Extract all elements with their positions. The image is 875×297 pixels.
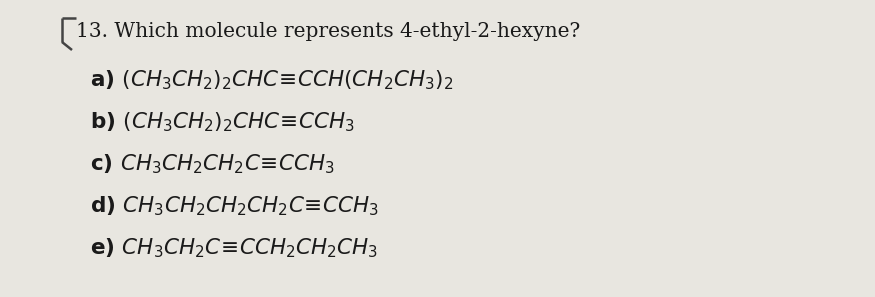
Text: b) $(CH_3CH_2)_2CHC\!\equiv\!CCH_3$: b) $(CH_3CH_2)_2CHC\!\equiv\!CCH_3$ — [90, 110, 354, 134]
Text: c) $CH_3CH_2CH_2C\!\equiv\!CCH_3$: c) $CH_3CH_2CH_2C\!\equiv\!CCH_3$ — [90, 152, 335, 176]
Text: a) $(CH_3CH_2)_2CHC\!\equiv\!CCH(CH_2CH_3)_2$: a) $(CH_3CH_2)_2CHC\!\equiv\!CCH(CH_2CH_… — [90, 68, 453, 91]
Text: 13. Which molecule represents 4-ethyl-2-hexyne?: 13. Which molecule represents 4-ethyl-2-… — [76, 22, 580, 41]
Text: e) $CH_3CH_2C\!\equiv\!CCH_2CH_2CH_3$: e) $CH_3CH_2C\!\equiv\!CCH_2CH_2CH_3$ — [90, 236, 378, 260]
Text: d) $CH_3CH_2CH_2CH_2C\!\equiv\!CCH_3$: d) $CH_3CH_2CH_2CH_2C\!\equiv\!CCH_3$ — [90, 194, 379, 218]
